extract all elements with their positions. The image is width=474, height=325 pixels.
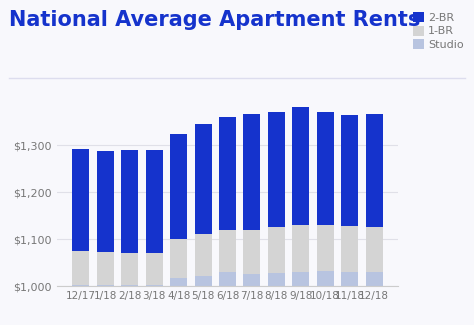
Bar [219, 117, 236, 230]
Bar [97, 285, 114, 286]
Bar [292, 225, 310, 272]
Bar [121, 285, 138, 286]
Bar [317, 271, 334, 286]
Bar [268, 227, 285, 273]
Bar [317, 112, 334, 225]
Bar [194, 276, 211, 286]
Bar [170, 134, 187, 239]
Bar [194, 234, 211, 276]
Bar [268, 112, 285, 228]
Bar [219, 272, 236, 286]
Bar [341, 272, 358, 286]
Bar [365, 227, 383, 272]
Bar [73, 285, 90, 286]
Bar [73, 251, 90, 285]
Bar [341, 115, 358, 226]
Bar [244, 113, 261, 230]
Bar [244, 230, 261, 274]
Bar [73, 149, 90, 251]
Bar [365, 272, 383, 286]
Bar [292, 272, 310, 286]
Bar [194, 124, 211, 234]
Bar [268, 273, 285, 286]
Bar [219, 230, 236, 272]
Bar [365, 113, 383, 228]
Bar [121, 253, 138, 285]
Bar [341, 226, 358, 272]
Bar [244, 274, 261, 286]
Bar [146, 150, 163, 253]
Bar [170, 278, 187, 286]
Bar [97, 151, 114, 252]
Bar [292, 107, 310, 225]
Bar [146, 253, 163, 285]
Text: National Average Apartment Rents: National Average Apartment Rents [9, 10, 421, 30]
Bar [317, 225, 334, 271]
Bar [97, 252, 114, 285]
Bar [121, 150, 138, 253]
Bar [146, 285, 163, 286]
Bar [170, 239, 187, 278]
Legend: 2-BR, 1-BR, Studio: 2-BR, 1-BR, Studio [412, 12, 464, 50]
